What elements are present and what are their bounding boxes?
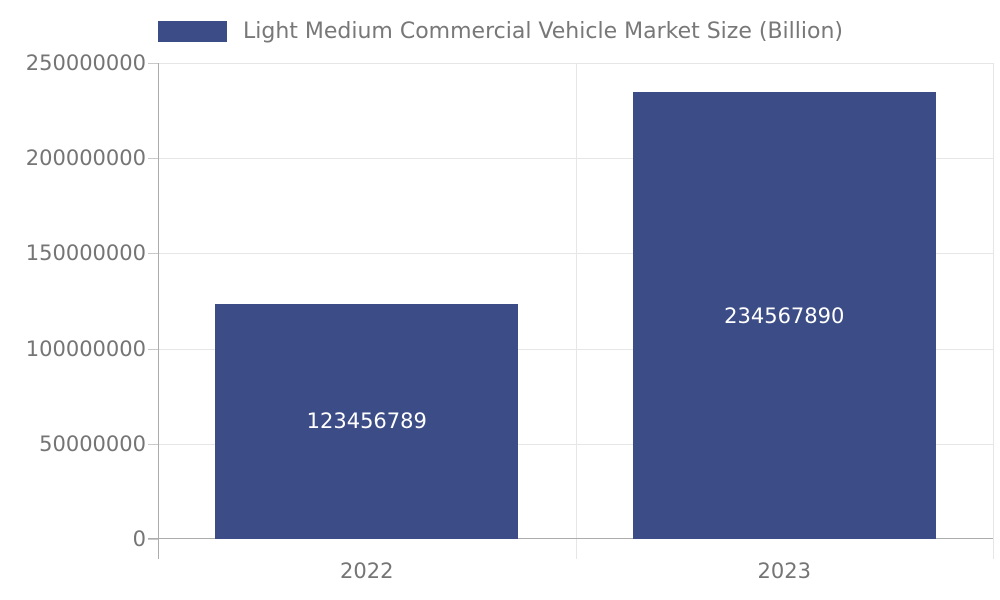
- y-tick-mark: [148, 348, 158, 350]
- bar-2022[interactable]: 123456789: [215, 303, 519, 539]
- y-tick-mark: [148, 63, 158, 64]
- legend-swatch[interactable]: [158, 21, 227, 42]
- y-tick-label: 200000000: [25, 146, 146, 171]
- y-tick-mark: [148, 443, 158, 445]
- plot-area: 0 50000000 100000000 150000000 200000000 2500…: [26, 51, 994, 583]
- category-boundary-line: [575, 63, 577, 559]
- y-tick-label: 250000000: [25, 51, 146, 75]
- y-tick-label: 150000000: [25, 241, 146, 266]
- y-tick-mark: [148, 158, 158, 160]
- x-axis-line: [148, 538, 993, 539]
- bar-value-label: 123456789: [306, 409, 427, 434]
- y-tick-mark: [148, 253, 158, 255]
- bar-value-label: 234567890: [724, 303, 845, 328]
- y-axis-line: [158, 63, 159, 559]
- legend[interactable]: Light Medium Commercial Vehicle Market S…: [158, 18, 843, 45]
- category-boundary-line: [993, 63, 994, 559]
- x-tick-label: 2023: [757, 559, 811, 583]
- x-tick-label: 2022: [340, 559, 394, 583]
- legend-label: Light Medium Commercial Vehicle Market S…: [243, 19, 843, 44]
- bar-2023[interactable]: 234567890: [632, 92, 936, 539]
- y-tick-label: 50000000: [39, 431, 146, 456]
- y-tick-label: 100000000: [25, 336, 146, 361]
- y-tick-label: 0: [132, 527, 146, 551]
- y-tick-mark: [148, 539, 158, 540]
